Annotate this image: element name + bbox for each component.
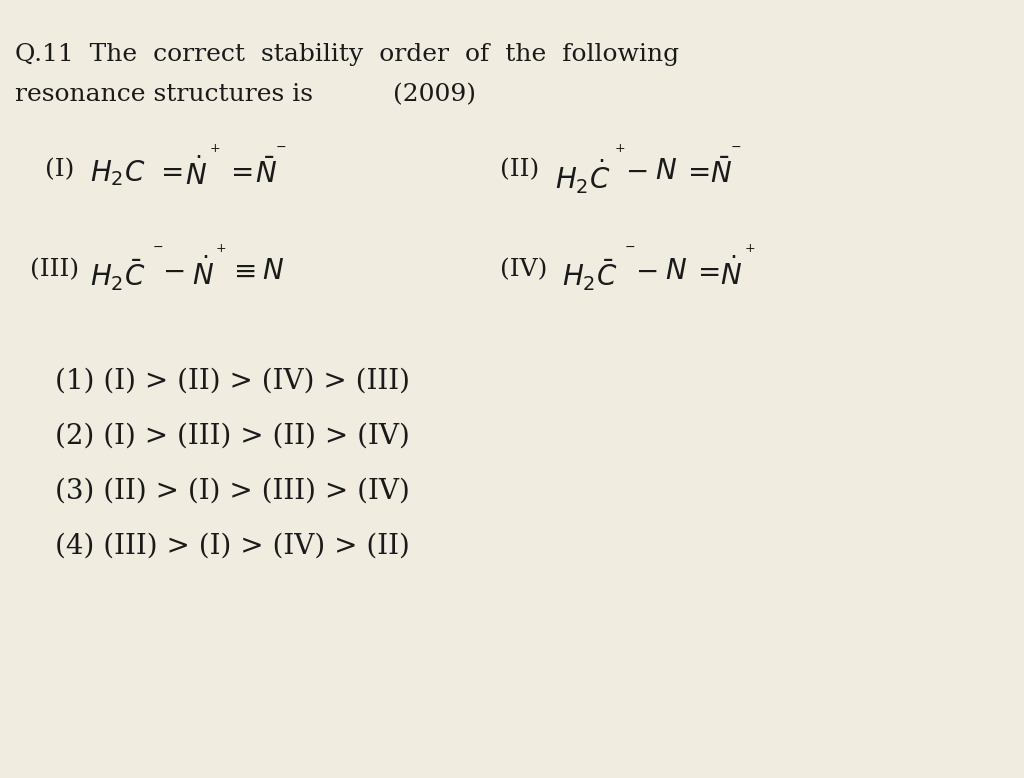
Text: $^-$: $^-$	[150, 243, 164, 261]
Text: $^+$: $^+$	[612, 143, 626, 161]
Text: (3) (II) > (I) > (III) > (IV): (3) (II) > (I) > (III) > (IV)	[55, 478, 410, 505]
Text: (1) (I) > (II) > (IV) > (III): (1) (I) > (II) > (IV) > (III)	[55, 368, 410, 395]
Text: Q.11  The  correct  stability  order  of  the  following: Q.11 The correct stability order of the …	[15, 43, 679, 66]
Text: $=$: $=$	[155, 158, 182, 185]
Text: resonance structures is          (2009): resonance structures is (2009)	[15, 83, 476, 106]
Text: $\dot{N}$: $\dot{N}$	[193, 258, 214, 292]
Text: $\bar{N}$: $\bar{N}$	[255, 158, 278, 188]
Text: $^-$: $^-$	[728, 143, 741, 161]
Text: (2) (I) > (III) > (II) > (IV): (2) (I) > (III) > (II) > (IV)	[55, 423, 410, 450]
Text: $\dot{N}$: $\dot{N}$	[185, 158, 207, 191]
Text: $\equiv$: $\equiv$	[228, 258, 256, 285]
Text: $=$: $=$	[682, 158, 710, 185]
Text: $^-$: $^-$	[622, 243, 636, 261]
Text: $^+$: $^+$	[213, 243, 227, 261]
Text: $N$: $N$	[262, 258, 284, 285]
Text: $N$: $N$	[665, 258, 687, 285]
Text: (I): (I)	[45, 158, 75, 181]
Text: $\bar{N}$: $\bar{N}$	[710, 158, 732, 188]
Text: $=$: $=$	[692, 258, 720, 285]
Text: $=$: $=$	[225, 158, 253, 185]
Text: $H_2C$: $H_2C$	[90, 158, 145, 187]
Text: $^-$: $^-$	[273, 143, 287, 161]
Text: $-$: $-$	[625, 158, 647, 185]
Text: $-$: $-$	[162, 258, 184, 285]
Text: $^+$: $^+$	[207, 143, 221, 161]
Text: $\dot{N}$: $\dot{N}$	[720, 258, 742, 292]
Text: (4) (III) > (I) > (IV) > (II): (4) (III) > (I) > (IV) > (II)	[55, 533, 410, 560]
Text: $H_2\bar{C}$: $H_2\bar{C}$	[562, 258, 617, 293]
Text: (II): (II)	[500, 158, 540, 181]
Text: $H_2\dot{C}$: $H_2\dot{C}$	[555, 158, 610, 196]
Text: (IV): (IV)	[500, 258, 548, 281]
Text: (III): (III)	[30, 258, 79, 281]
Text: $-$: $-$	[635, 258, 657, 285]
Text: $H_2\bar{C}$: $H_2\bar{C}$	[90, 258, 145, 293]
Text: $N$: $N$	[655, 158, 677, 185]
Text: $^+$: $^+$	[742, 243, 756, 261]
